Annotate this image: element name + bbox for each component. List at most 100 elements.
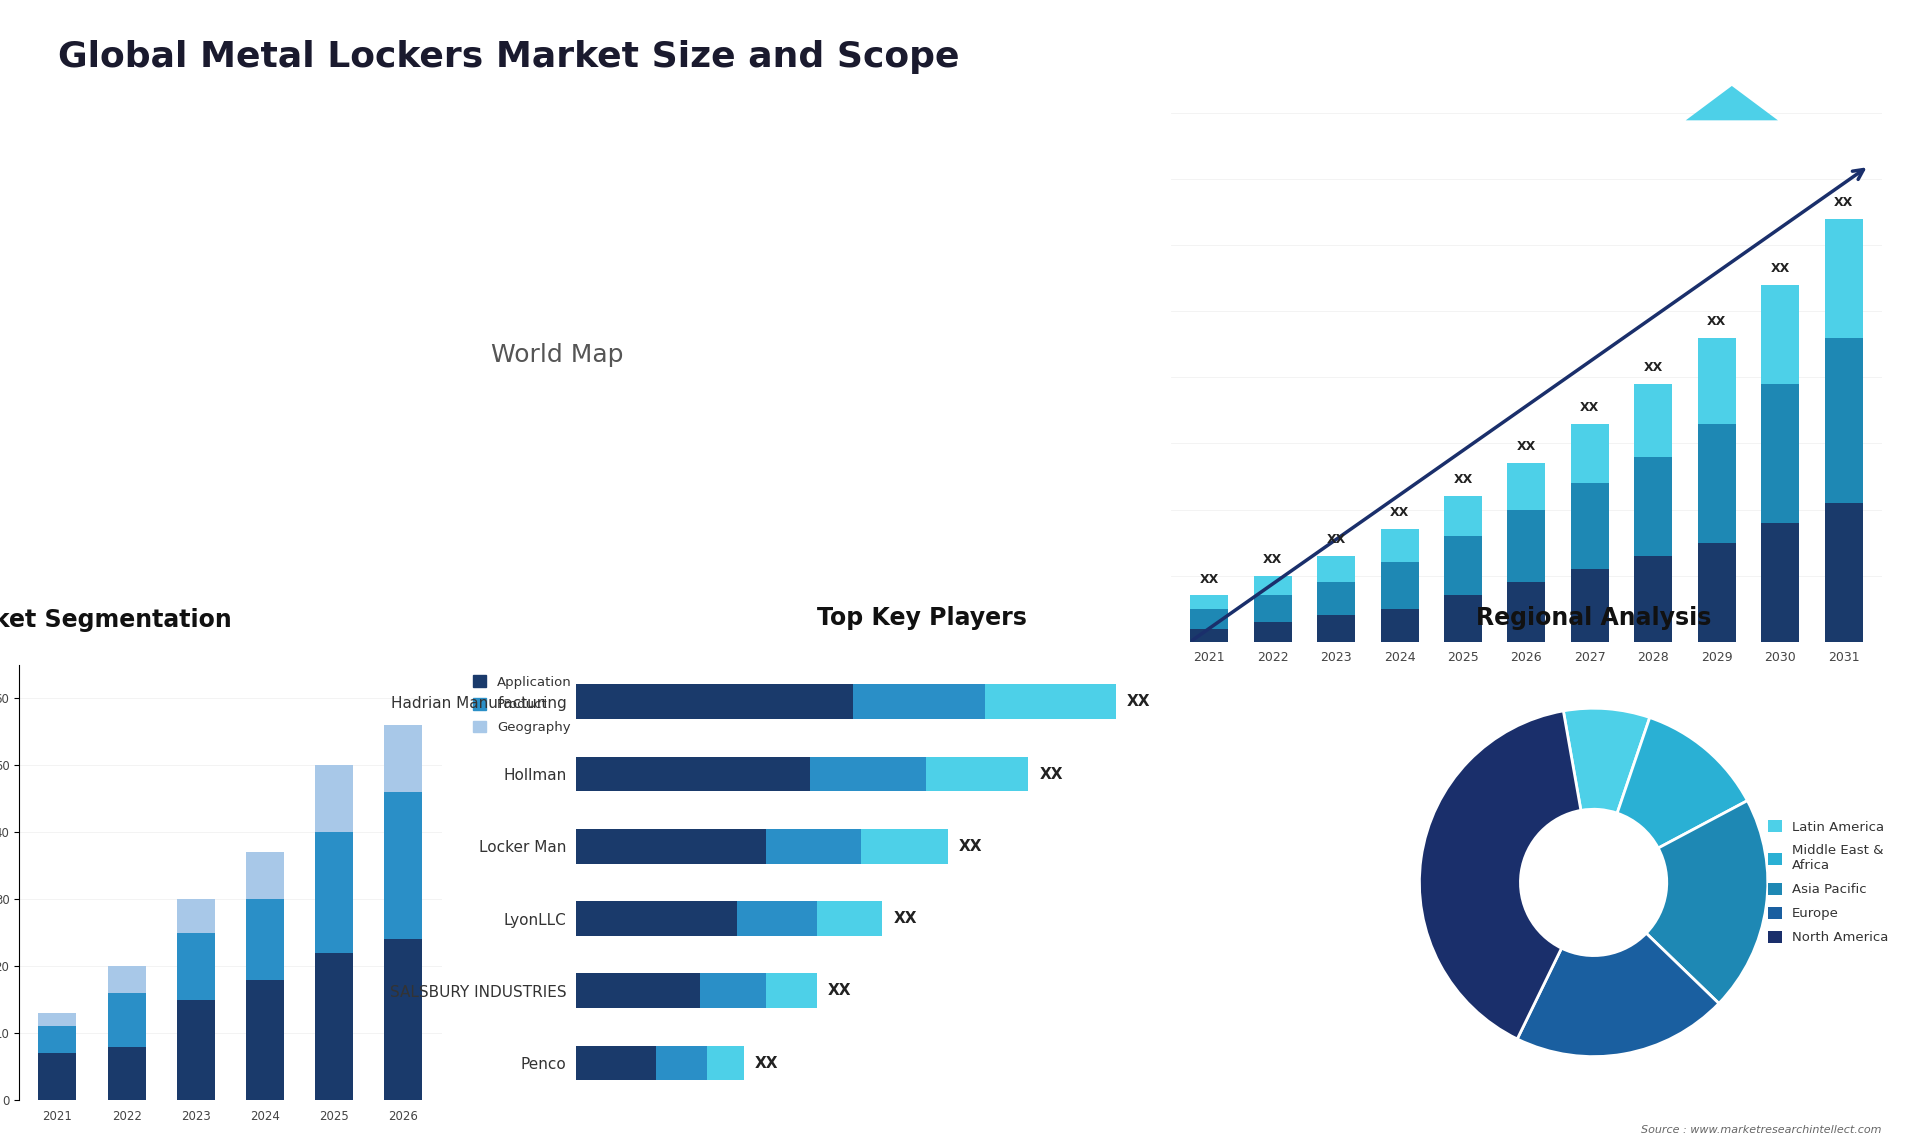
Bar	[1571, 570, 1609, 642]
Bar	[1697, 424, 1736, 542]
Bar	[860, 829, 948, 864]
Bar	[737, 901, 816, 936]
Text: XX: XX	[1127, 694, 1150, 709]
Bar	[1634, 556, 1672, 642]
Bar	[1507, 463, 1546, 510]
Bar	[246, 900, 284, 980]
Bar	[1571, 484, 1609, 570]
Text: Regional Analysis: Regional Analysis	[1476, 606, 1711, 630]
Bar	[1507, 510, 1546, 582]
Text: XX: XX	[1390, 507, 1409, 519]
Text: Market Segmentation: Market Segmentation	[0, 609, 232, 633]
Text: Top Key Players: Top Key Players	[816, 606, 1027, 630]
Bar	[38, 1013, 77, 1027]
Text: MARKET
RESEARCH
INTELLECT: MARKET RESEARCH INTELLECT	[1738, 44, 1795, 83]
Text: XX: XX	[1263, 552, 1283, 566]
Bar	[701, 973, 766, 1008]
Text: XX: XX	[1834, 196, 1853, 209]
Text: Source : www.marketresearchintellect.com: Source : www.marketresearchintellect.com	[1642, 1124, 1882, 1135]
Bar	[816, 901, 883, 936]
Bar	[1507, 582, 1546, 642]
Bar	[1761, 523, 1799, 642]
Bar	[1444, 596, 1482, 642]
Legend: Application, Product, Geography: Application, Product, Geography	[468, 672, 576, 738]
Text: XX: XX	[960, 839, 983, 854]
Bar	[1444, 536, 1482, 596]
Bar	[108, 992, 146, 1046]
Wedge shape	[1517, 933, 1718, 1057]
Text: XX: XX	[893, 911, 918, 926]
Bar	[384, 940, 422, 1100]
Text: XX: XX	[1517, 440, 1536, 454]
Bar	[1317, 582, 1356, 615]
Bar	[576, 829, 766, 864]
Text: XX: XX	[755, 1055, 778, 1070]
Bar	[1824, 503, 1862, 642]
Bar	[576, 1045, 657, 1081]
Bar	[1824, 219, 1862, 338]
Bar	[1824, 338, 1862, 503]
Bar	[108, 1046, 146, 1100]
Bar	[1380, 529, 1419, 563]
Bar	[1317, 615, 1356, 642]
Bar	[576, 756, 810, 792]
Text: XX: XX	[1453, 473, 1473, 486]
Wedge shape	[1419, 711, 1580, 1039]
Bar	[315, 832, 353, 952]
Wedge shape	[1617, 717, 1747, 848]
Bar	[315, 766, 353, 832]
Bar	[1697, 338, 1736, 424]
Bar	[766, 829, 860, 864]
Bar	[576, 684, 852, 720]
Bar	[38, 1053, 77, 1100]
Bar	[1380, 609, 1419, 642]
Wedge shape	[1645, 801, 1768, 1004]
Text: XX: XX	[1770, 261, 1789, 275]
Bar	[38, 1027, 77, 1053]
Bar	[1380, 563, 1419, 609]
Text: XX: XX	[1200, 573, 1219, 586]
Bar	[766, 973, 816, 1008]
Bar	[246, 853, 284, 900]
Bar	[315, 952, 353, 1100]
Bar	[177, 900, 215, 933]
Bar	[1254, 575, 1292, 596]
Bar	[707, 1045, 743, 1081]
Bar	[1254, 596, 1292, 622]
Bar	[1761, 284, 1799, 384]
Bar	[925, 756, 1029, 792]
Bar	[1761, 384, 1799, 523]
Bar	[576, 901, 737, 936]
Bar	[384, 792, 422, 940]
Bar	[108, 966, 146, 992]
Bar	[852, 684, 985, 720]
Bar	[1697, 542, 1736, 642]
Bar	[1254, 622, 1292, 642]
Bar	[985, 684, 1116, 720]
Bar	[1317, 556, 1356, 582]
Legend: Latin America, Middle East &
Africa, Asia Pacific, Europe, North America: Latin America, Middle East & Africa, Asi…	[1766, 818, 1891, 947]
Bar	[1634, 456, 1672, 556]
Text: XX: XX	[1327, 533, 1346, 545]
Text: XX: XX	[1644, 361, 1663, 374]
Text: Global Metal Lockers Market Size and Scope: Global Metal Lockers Market Size and Sco…	[58, 40, 960, 74]
Bar	[576, 973, 701, 1008]
Bar	[1190, 596, 1229, 609]
Bar	[1634, 384, 1672, 456]
Text: World Map: World Map	[490, 344, 624, 367]
Bar	[177, 999, 215, 1100]
Bar	[657, 1045, 707, 1081]
Polygon shape	[1686, 86, 1778, 120]
Bar	[1444, 496, 1482, 536]
Bar	[246, 980, 284, 1100]
Bar	[177, 933, 215, 999]
Text: XX: XX	[1580, 401, 1599, 414]
Text: XX: XX	[828, 983, 851, 998]
Bar	[1571, 424, 1609, 484]
Text: XX: XX	[1039, 767, 1064, 782]
Bar	[1190, 628, 1229, 642]
Bar	[810, 756, 925, 792]
Bar	[1190, 609, 1229, 628]
Wedge shape	[1563, 708, 1649, 814]
Bar	[384, 725, 422, 792]
